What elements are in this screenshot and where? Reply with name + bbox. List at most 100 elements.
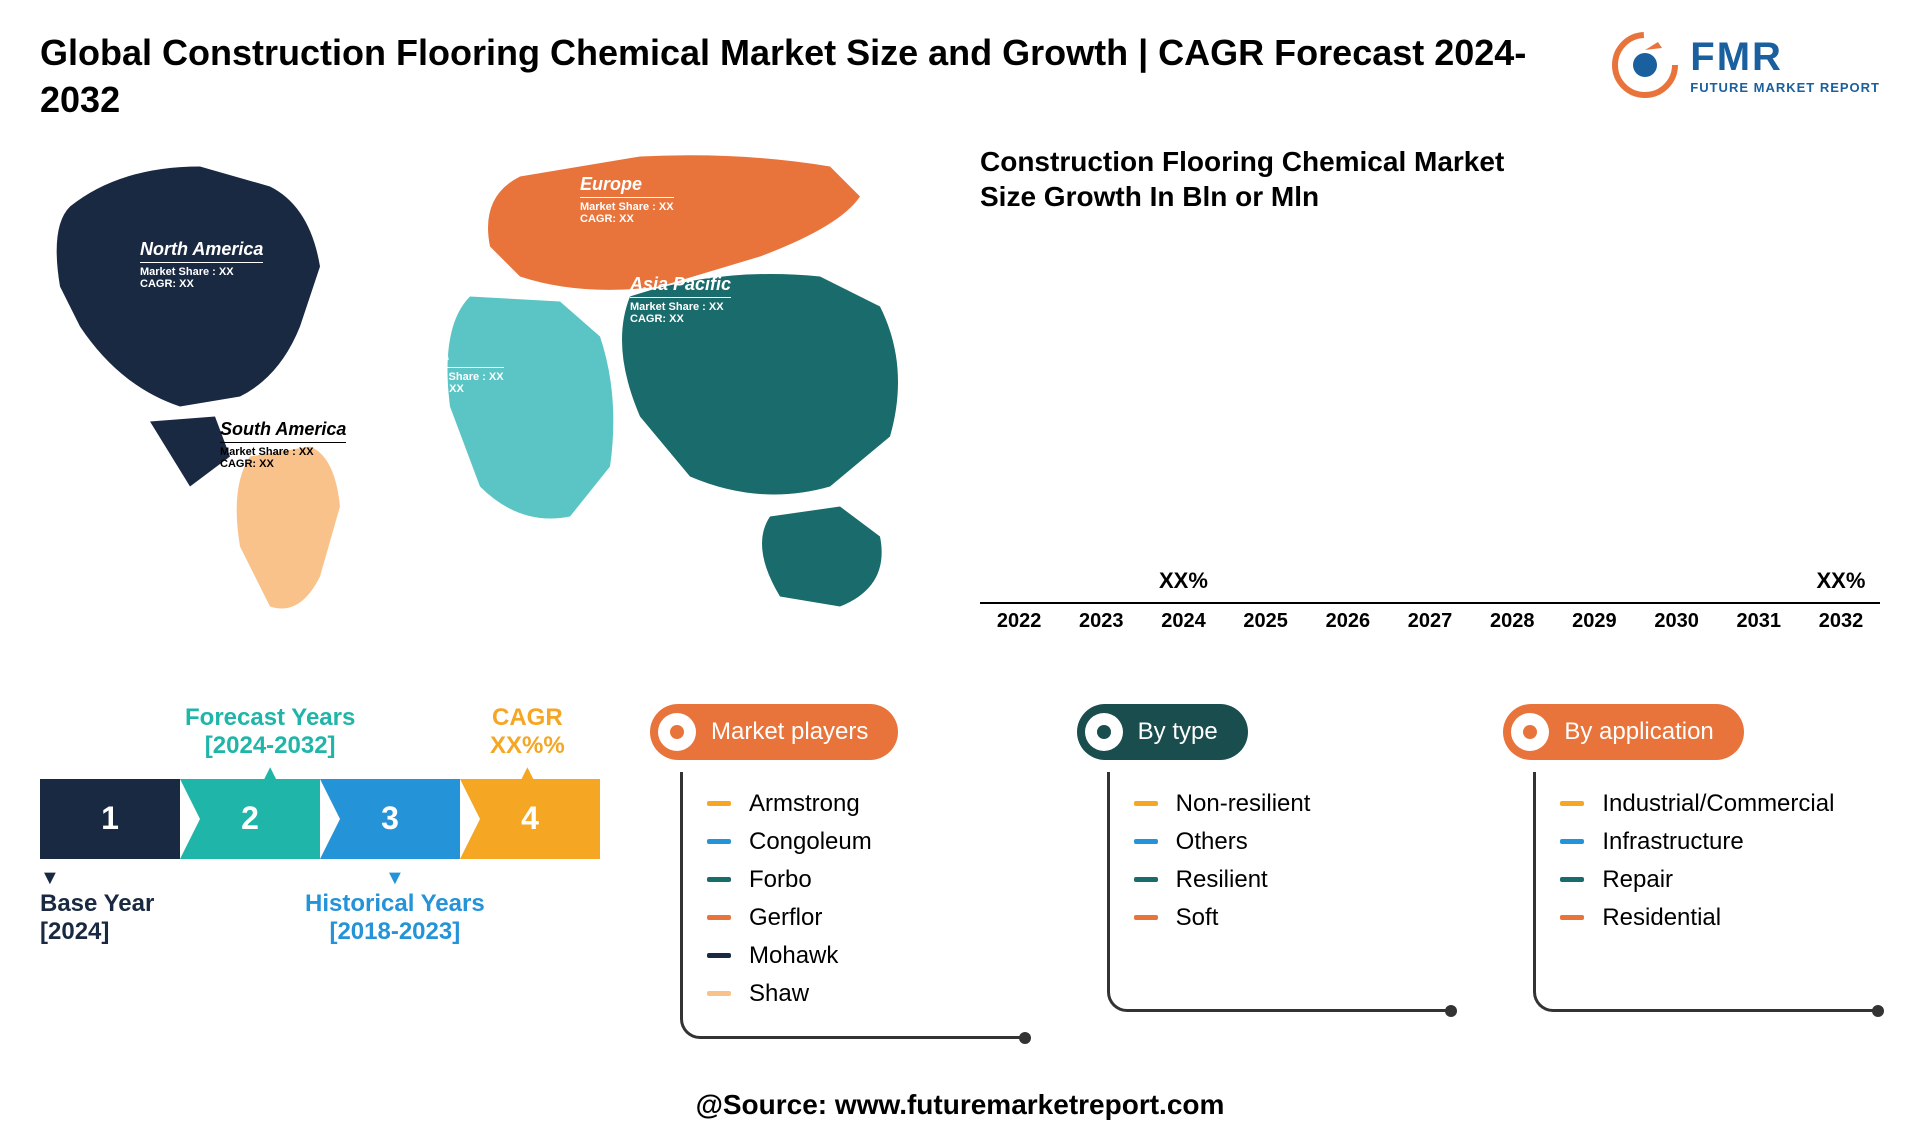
- category-item-label: Others: [1176, 828, 1248, 856]
- category-item: Infrastructure: [1560, 828, 1880, 856]
- bar-year-label: 2023: [1079, 610, 1124, 633]
- category-header: By application: [1503, 704, 1743, 760]
- dash-icon: [1134, 801, 1158, 806]
- region-cagr: CAGR: XX: [580, 213, 674, 225]
- category-item-label: Infrastructure: [1602, 828, 1743, 856]
- hist-line2: [2018-2023]: [305, 918, 485, 947]
- category-item-label: Forbo: [749, 866, 812, 894]
- category-item: Repair: [1560, 866, 1880, 894]
- category-item: Resilient: [1134, 866, 1454, 894]
- category-item-label: Mohawk: [749, 942, 838, 970]
- forecast-line2: [2024-2032]: [185, 732, 355, 761]
- category-item-label: Gerflor: [749, 904, 822, 932]
- bar-year-label: 2030: [1654, 610, 1699, 633]
- chart-title: Construction Flooring Chemical Market Si…: [980, 144, 1540, 214]
- category-section: By type Non-resilient Others Resilient S…: [1077, 704, 1454, 1039]
- region-name: South America: [220, 419, 346, 443]
- timeline-bar: 1234: [40, 779, 600, 859]
- category-item: Industrial/Commercial: [1560, 790, 1880, 818]
- category-item: Forbo: [707, 866, 1027, 894]
- region-mea: MEA Market Share : XX CAGR: XX: [410, 344, 504, 395]
- category-item: Gerflor: [707, 904, 1027, 932]
- category-item: Non-resilient: [1134, 790, 1454, 818]
- dash-icon: [1560, 839, 1584, 844]
- category-section: Market players Armstrong Congoleum Forbo…: [650, 704, 1027, 1039]
- bar-year-label: 2029: [1572, 610, 1617, 633]
- bar-year-label: 2032: [1819, 610, 1864, 633]
- base-line2: [2024]: [40, 918, 154, 947]
- bar-year-label: 2024: [1161, 610, 1206, 633]
- bullet-icon: [1511, 713, 1549, 751]
- dash-icon: [1560, 877, 1584, 882]
- cagr-line1: CAGR: [490, 704, 565, 733]
- region-share: Market Share : XX: [630, 301, 731, 313]
- bar-year-label: 2026: [1326, 610, 1371, 633]
- category-item: Others: [1134, 828, 1454, 856]
- category-item-label: Industrial/Commercial: [1602, 790, 1834, 818]
- dash-icon: [707, 877, 731, 882]
- hist-line1: Historical Years: [305, 890, 485, 919]
- category-item: Armstrong: [707, 790, 1027, 818]
- timeline-segment: 3: [320, 779, 460, 859]
- bullet-icon: [658, 713, 696, 751]
- region-cagr: CAGR: XX: [630, 313, 731, 325]
- dash-icon: [707, 915, 731, 920]
- region-na: North America Market Share : XX CAGR: XX: [140, 239, 263, 290]
- dash-icon: [1560, 915, 1584, 920]
- cagr-line2: XX%%: [490, 732, 565, 761]
- category-header: By type: [1077, 704, 1248, 760]
- category-item-label: Congoleum: [749, 828, 872, 856]
- region-share: Market Share : XX: [220, 446, 346, 458]
- source-line: @Source: www.futuremarketreport.com: [40, 1089, 1880, 1121]
- timeline: Forecast Years [2024-2032] ▲ CAGR XX%% ▲…: [40, 704, 600, 949]
- chart-area: 2022 2023 XX% 2024 2025 2026 2027 2028 2…: [980, 224, 1880, 604]
- bar-year-label: 2031: [1737, 610, 1782, 633]
- dash-icon: [1134, 839, 1158, 844]
- category-item: Soft: [1134, 904, 1454, 932]
- category-item-label: Soft: [1176, 904, 1219, 932]
- region-cagr: CAGR: XX: [140, 278, 263, 290]
- region-name: Europe: [580, 174, 674, 198]
- region-name: North America: [140, 239, 263, 263]
- category-item-label: Shaw: [749, 980, 809, 1008]
- timeline-segment: 2: [180, 779, 320, 859]
- logo-icon: [1610, 30, 1680, 100]
- historical-annotation: ▼ Historical Years [2018-2023]: [305, 866, 485, 948]
- dash-icon: [707, 801, 731, 806]
- region-name: MEA: [410, 344, 504, 368]
- category-item-label: Armstrong: [749, 790, 860, 818]
- category-item-label: Residential: [1602, 904, 1721, 932]
- world-map: North America Market Share : XX CAGR: XX…: [40, 144, 940, 629]
- forecast-annotation: Forecast Years [2024-2032] ▲: [185, 704, 355, 786]
- base-line1: Base Year: [40, 890, 154, 919]
- dash-icon: [707, 953, 731, 958]
- forecast-line1: Forecast Years: [185, 704, 355, 733]
- category-list: Industrial/Commercial Infrastructure Rep…: [1533, 772, 1880, 1012]
- category-title: By application: [1564, 718, 1713, 746]
- bar-year-label: 2028: [1490, 610, 1535, 633]
- base-annotation: ▼ Base Year [2024]: [40, 866, 154, 948]
- bar-annotation: XX%: [1159, 568, 1208, 594]
- category-item-label: Resilient: [1176, 866, 1268, 894]
- category-section: By application Industrial/Commercial Inf…: [1503, 704, 1880, 1039]
- category-title: By type: [1138, 718, 1218, 746]
- category-list: Armstrong Congoleum Forbo Gerflor Mohawk…: [680, 772, 1027, 1039]
- region-ap: Asia Pacific Market Share : XX CAGR: XX: [630, 274, 731, 325]
- bottom-row: Forecast Years [2024-2032] ▲ CAGR XX%% ▲…: [40, 704, 1880, 1039]
- category-list: Non-resilient Others Resilient Soft: [1107, 772, 1454, 1012]
- logo-main: FMR: [1690, 35, 1880, 80]
- category-title: Market players: [711, 718, 868, 746]
- category-item-label: Non-resilient: [1176, 790, 1311, 818]
- page-title: Global Construction Flooring Chemical Ma…: [40, 30, 1540, 124]
- region-share: Market Share : XX: [140, 266, 263, 278]
- region-name: Asia Pacific: [630, 274, 731, 298]
- logo-sub: FUTURE MARKET REPORT: [1690, 80, 1880, 95]
- main-grid: North America Market Share : XX CAGR: XX…: [40, 144, 1880, 624]
- category-item: Mohawk: [707, 942, 1027, 970]
- dash-icon: [707, 839, 731, 844]
- category-item: Residential: [1560, 904, 1880, 932]
- region-sa: South America Market Share : XX CAGR: XX: [220, 419, 346, 470]
- bar-chart: Construction Flooring Chemical Market Si…: [980, 144, 1880, 629]
- bar-year-label: 2027: [1408, 610, 1453, 633]
- category-item-label: Repair: [1602, 866, 1673, 894]
